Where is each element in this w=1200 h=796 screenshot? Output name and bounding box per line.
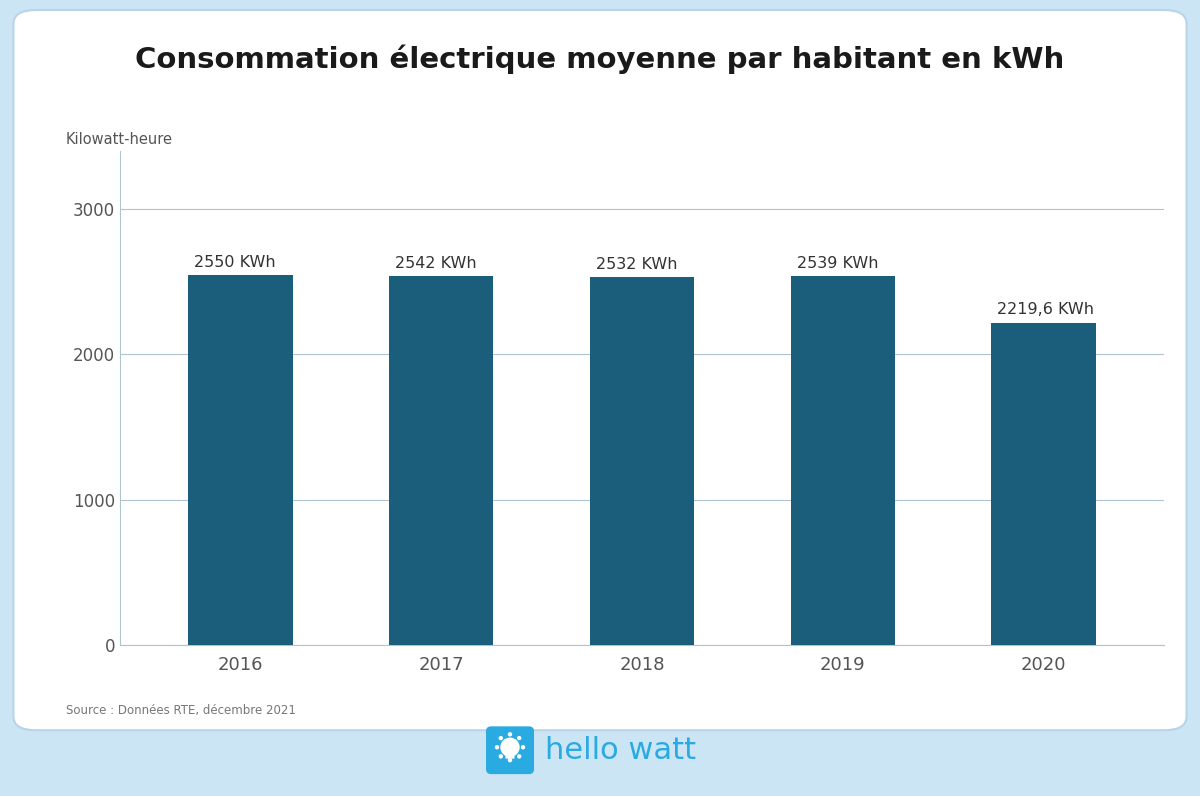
Bar [590,277,695,645]
Circle shape [502,739,520,756]
Bar [991,322,1096,645]
Circle shape [499,755,503,758]
Text: Kilowatt-heure: Kilowatt-heure [66,132,173,147]
Bar [389,275,493,645]
Text: hello watt: hello watt [545,736,696,765]
Circle shape [509,733,511,736]
Circle shape [496,746,498,749]
Text: 2550 KWh: 2550 KWh [194,255,276,270]
Text: 2219,6 KWh: 2219,6 KWh [997,302,1094,318]
Circle shape [517,755,521,758]
Circle shape [522,746,524,749]
Text: 2539 KWh: 2539 KWh [797,256,878,271]
Circle shape [517,736,521,739]
Text: 2532 KWh: 2532 KWh [596,257,677,272]
Circle shape [499,736,503,739]
Text: Consommation électrique moyenne par habitant en kWh: Consommation électrique moyenne par habi… [136,45,1064,75]
Text: Source : Données RTE, décembre 2021: Source : Données RTE, décembre 2021 [66,704,296,717]
Bar [188,275,293,645]
FancyBboxPatch shape [13,10,1187,730]
Bar [791,276,895,645]
FancyBboxPatch shape [505,751,515,759]
Text: 2542 KWh: 2542 KWh [395,256,476,271]
FancyBboxPatch shape [486,726,534,774]
Circle shape [509,759,511,762]
